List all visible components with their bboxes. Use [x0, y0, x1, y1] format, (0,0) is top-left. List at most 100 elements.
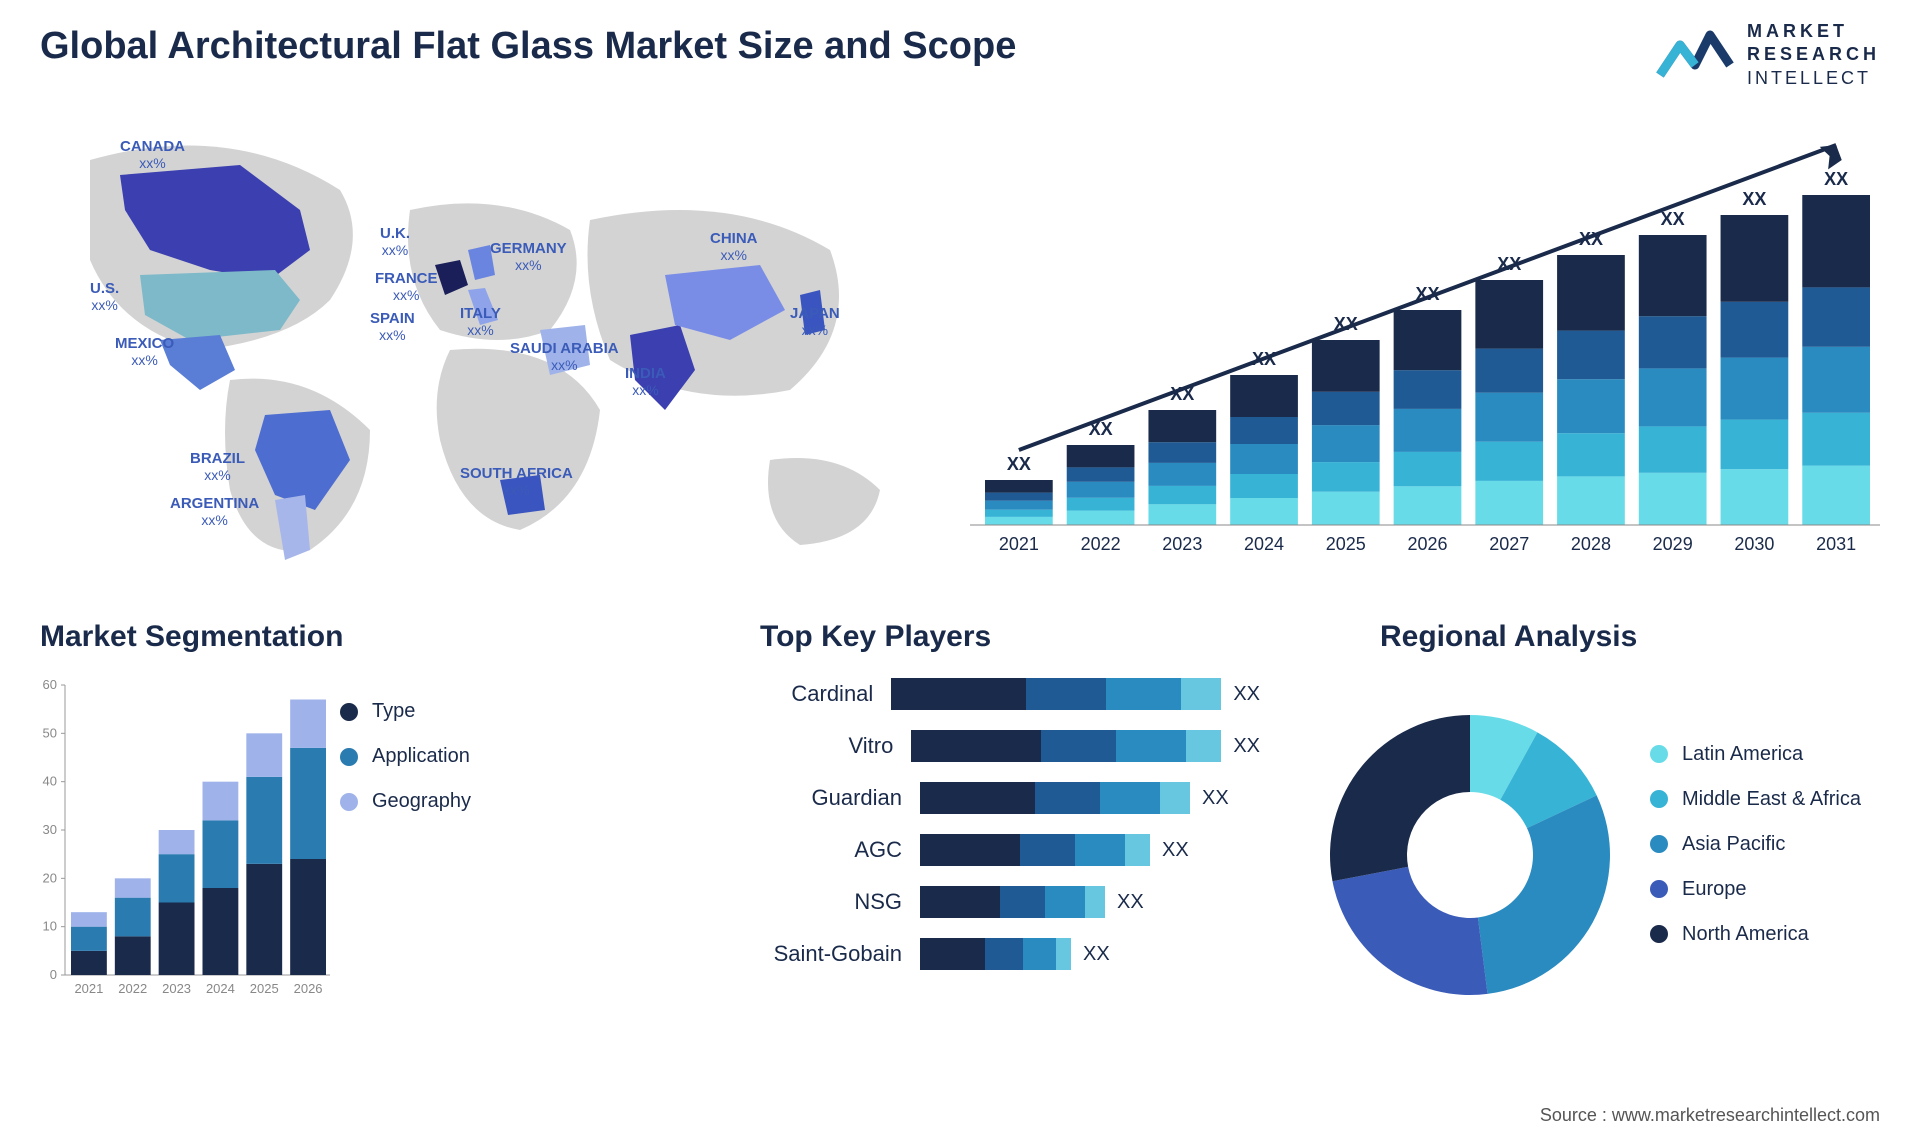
seg-bar-seg	[246, 864, 282, 975]
map-label-italy: ITALYxx%	[460, 305, 501, 340]
seg-year: 2021	[74, 981, 103, 996]
growth-year-label: 2025	[1326, 534, 1366, 554]
regional-donut-chart: Latin AmericaMiddle East & AfricaAsia Pa…	[1320, 665, 1910, 1045]
regional-title: Regional Analysis	[1380, 620, 1637, 654]
growth-bar-seg	[1475, 393, 1543, 442]
legend-label: Geography	[372, 790, 471, 813]
growth-year-label: 2023	[1162, 534, 1202, 554]
growth-bar-seg	[1639, 426, 1707, 472]
growth-bar-seg	[1557, 379, 1625, 433]
player-bar	[920, 886, 1105, 918]
player-value: XX	[1233, 683, 1260, 706]
growth-bar-seg	[1721, 420, 1789, 470]
growth-bar-seg	[1639, 235, 1707, 316]
seg-bar-seg	[115, 878, 151, 897]
legend-dot-icon	[1650, 835, 1668, 853]
legend-label: Type	[372, 700, 415, 723]
map-label-france: FRANCExx%	[375, 270, 438, 305]
map-label-india: INDIAxx%	[625, 365, 666, 400]
seg-ytick: 30	[43, 822, 57, 837]
player-value: XX	[1083, 943, 1110, 966]
seg-bar-seg	[159, 903, 195, 976]
seg-bar-seg	[159, 830, 195, 854]
player-value: XX	[1233, 735, 1260, 758]
growth-bar-seg	[1639, 473, 1707, 525]
growth-bar-seg	[1312, 462, 1380, 492]
growth-bar-seg	[1721, 215, 1789, 302]
player-row: NSG XX	[760, 883, 1260, 921]
seg-bar-seg	[246, 733, 282, 777]
growth-bar-seg	[1148, 504, 1216, 525]
legend-dot-icon	[1650, 925, 1668, 943]
growth-bar-seg	[985, 517, 1053, 525]
legend-dot-icon	[340, 703, 358, 721]
player-value: XX	[1117, 891, 1144, 914]
player-name: Saint-Gobain	[760, 941, 920, 967]
player-bar-seg	[1125, 834, 1150, 866]
growth-bar-seg	[1394, 409, 1462, 452]
map-label-japan: JAPANxx%	[790, 305, 840, 340]
player-bar-seg	[1000, 886, 1045, 918]
player-bar-seg	[1116, 730, 1186, 762]
seg-legend-item: Application	[340, 745, 471, 768]
player-value: XX	[1202, 787, 1229, 810]
growth-bar-seg	[1312, 492, 1380, 525]
growth-bar-seg	[1639, 316, 1707, 368]
page-title: Global Architectural Flat Glass Market S…	[40, 25, 1016, 68]
growth-bar-seg	[1802, 287, 1870, 346]
map-label-germany: GERMANYxx%	[490, 240, 567, 275]
legend-label: Application	[372, 745, 470, 768]
player-name: Guardian	[760, 785, 920, 811]
seg-bar-seg	[246, 777, 282, 864]
seg-bar-seg	[71, 951, 107, 975]
growth-bar-value: XX	[1579, 229, 1603, 249]
growth-bar-seg	[1475, 280, 1543, 349]
growth-bar-seg	[1802, 466, 1870, 525]
player-bar-seg	[985, 938, 1023, 970]
seg-bar-seg	[203, 782, 239, 821]
player-bar-seg	[1023, 938, 1056, 970]
player-bar-seg	[1100, 782, 1160, 814]
growth-bar-value: XX	[1252, 349, 1276, 369]
region-legend-item: North America	[1650, 923, 1861, 946]
player-bar-seg	[1020, 834, 1075, 866]
logo-text-3: INTELLECT	[1747, 67, 1880, 90]
growth-bar-seg	[1312, 425, 1380, 462]
logo-text-2: RESEARCH	[1747, 43, 1880, 66]
logo-mark-icon	[1655, 20, 1735, 90]
growth-bar-seg	[1802, 195, 1870, 287]
growth-year-label: 2026	[1407, 534, 1447, 554]
growth-bar-seg	[1721, 469, 1789, 525]
growth-bar-seg	[1148, 463, 1216, 486]
player-name: NSG	[760, 889, 920, 915]
legend-dot-icon	[1650, 790, 1668, 808]
region-legend-item: Latin America	[1650, 743, 1861, 766]
players-title: Top Key Players	[760, 620, 991, 654]
seg-ytick: 50	[43, 725, 57, 740]
player-bar-seg	[1106, 678, 1181, 710]
player-bar-seg	[1056, 938, 1071, 970]
growth-bar-seg	[1475, 442, 1543, 481]
player-bar	[891, 678, 1221, 710]
seg-bar-seg	[290, 700, 326, 748]
legend-label: Asia Pacific	[1682, 833, 1785, 856]
seg-bar-seg	[115, 936, 151, 975]
seg-bar-seg	[159, 854, 195, 902]
player-row: Guardian XX	[760, 779, 1260, 817]
player-bar-seg	[920, 886, 1000, 918]
player-name: AGC	[760, 837, 920, 863]
player-name: Vitro	[760, 733, 911, 759]
map-label-china: CHINAxx%	[710, 230, 758, 265]
growth-year-label: 2021	[999, 534, 1039, 554]
growth-bar-seg	[1067, 482, 1135, 498]
donut-seg	[1478, 795, 1610, 994]
player-bar-seg	[920, 782, 1035, 814]
growth-bar-seg	[1312, 392, 1380, 425]
growth-bar-chart: XX2021XX2022XX2023XX2024XX2025XX2026XX20…	[970, 130, 1880, 570]
seg-legend-item: Geography	[340, 790, 471, 813]
map-label-uk: U.K.xx%	[380, 225, 410, 260]
growth-bar-seg	[1312, 340, 1380, 392]
map-label-saudiarabia: SAUDI ARABIAxx%	[510, 340, 619, 375]
growth-bar-seg	[1148, 410, 1216, 442]
player-bar-seg	[1026, 678, 1106, 710]
